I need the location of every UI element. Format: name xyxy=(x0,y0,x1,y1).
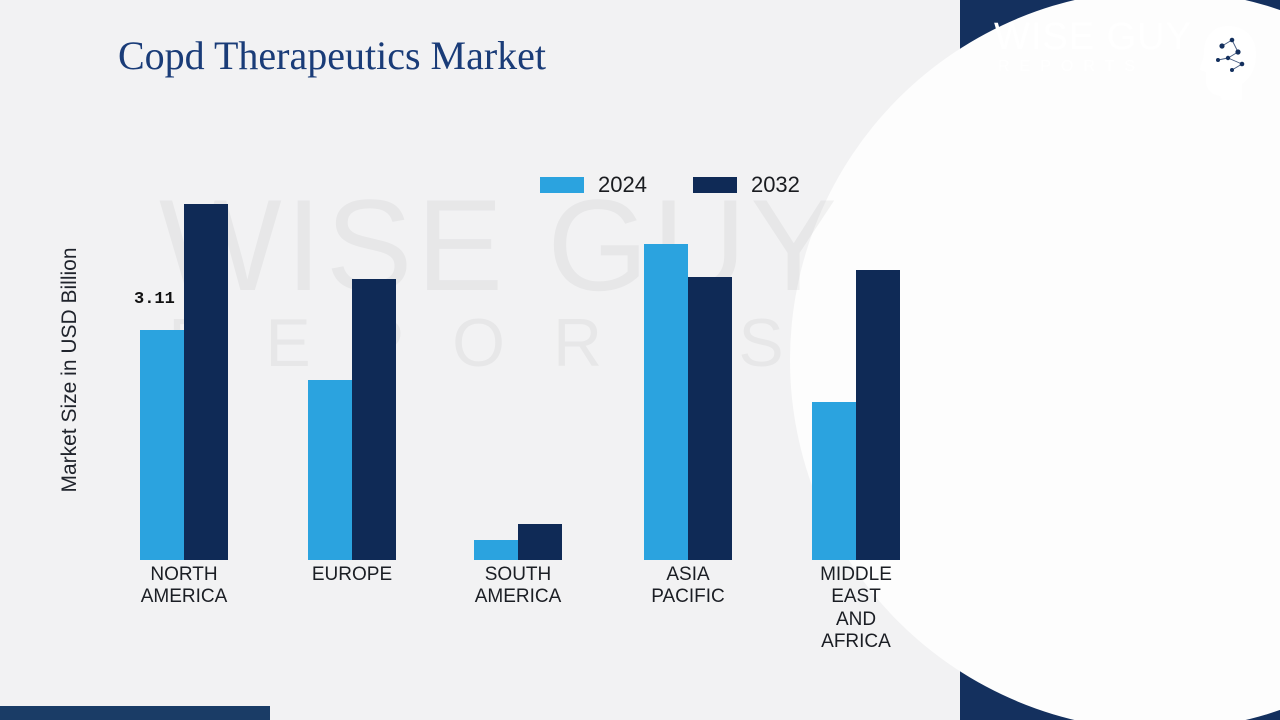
bar-2032 xyxy=(518,524,562,560)
bar-2032 xyxy=(352,279,396,560)
plot-area: 3.11 xyxy=(100,190,970,560)
bar-2032 xyxy=(856,270,900,560)
chart-title: Copd Therapeutics Market xyxy=(118,32,546,79)
bar-2024 xyxy=(812,402,856,560)
bar-2024 xyxy=(474,540,518,560)
bar-2024 xyxy=(140,330,184,560)
bar-2024 xyxy=(308,380,352,560)
brand-logo: WISE GUY REPORTS xyxy=(994,18,1254,108)
x-axis-category-label: EUROPE xyxy=(282,564,422,586)
x-axis-category-label: SOUTHAMERICA xyxy=(448,564,588,609)
x-axis-category-label: ASIAPACIFIC xyxy=(618,564,758,609)
bar-2024 xyxy=(644,244,688,560)
x-axis-labels: NORTHAMERICA EUROPE SOUTHAMERICA ASIAPACIFI… xyxy=(100,564,970,694)
chart-canvas: WISE GUY REPORTS WISE GUY REPORTS xyxy=(0,0,1280,720)
head-dots-icon xyxy=(1198,24,1260,100)
bar-value-label: 3.11 xyxy=(134,290,175,309)
bar-2032 xyxy=(184,204,228,560)
bar-2032 xyxy=(688,277,732,560)
x-axis-category-label: NORTHAMERICA xyxy=(114,564,254,609)
accent-bar xyxy=(0,706,270,720)
y-axis-label: Market Size in USD Billion xyxy=(58,247,82,492)
x-axis-category-label: MIDDLEEASTANDAFRICA xyxy=(786,564,926,654)
